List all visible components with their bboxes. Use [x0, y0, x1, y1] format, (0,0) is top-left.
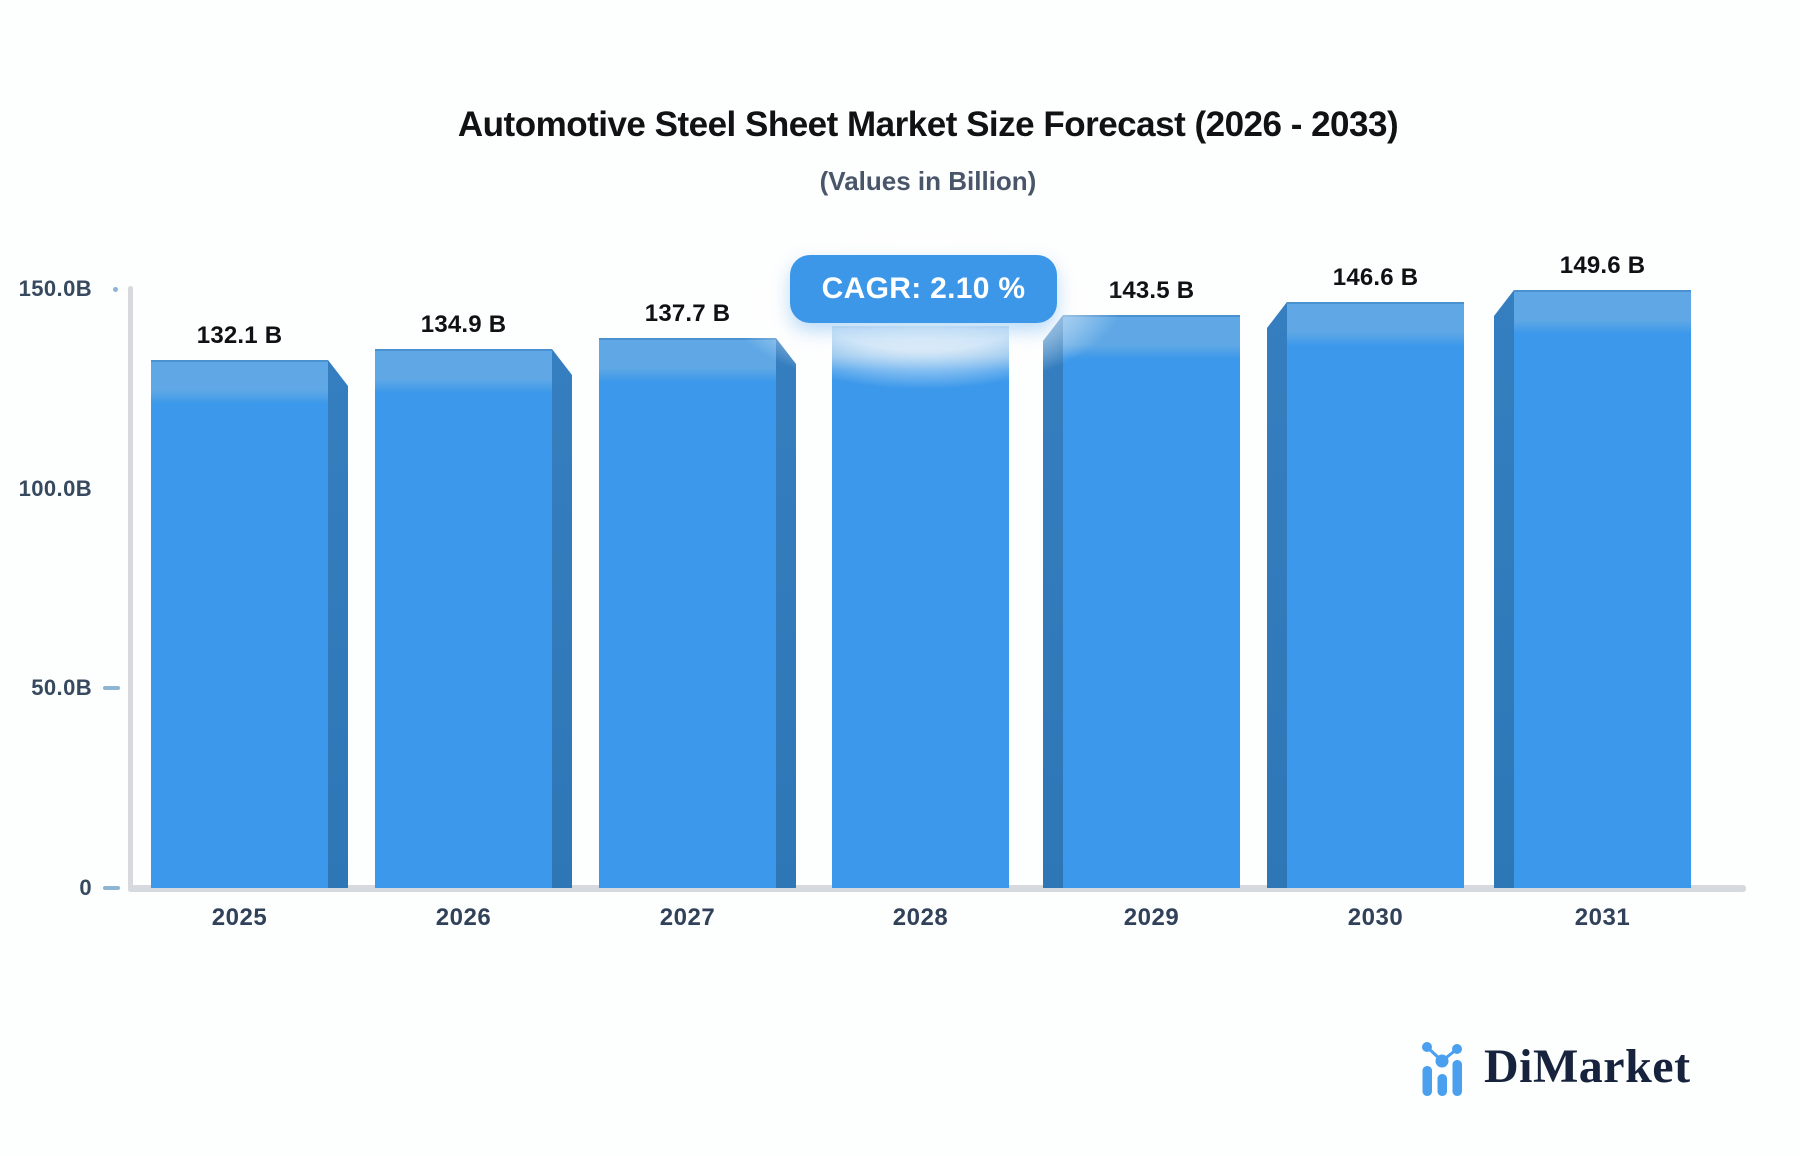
bar-chart-logo-icon: [1422, 1038, 1468, 1096]
y-axis-tick: [103, 686, 120, 690]
bar-value-label: 134.9 B: [420, 311, 507, 338]
bar-2028: [832, 326, 1009, 888]
bar-2026: [375, 349, 552, 888]
bar-value-label: 137.7 B: [644, 300, 731, 327]
y-axis-tick: [113, 287, 118, 292]
x-axis-label: 2027: [659, 904, 716, 931]
bar-side-face: [1043, 315, 1063, 888]
bar-side-face: [552, 349, 572, 888]
x-axis-label: 2025: [211, 904, 268, 931]
x-axis-line: [128, 885, 1746, 892]
y-axis-label: 50.0B: [31, 675, 92, 700]
x-axis-label: 2031: [1574, 904, 1631, 931]
y-axis-label: 100.0B: [18, 476, 92, 501]
cagr-badge: CAGR: 2.10 %: [790, 255, 1057, 323]
x-axis-label: 2026: [435, 904, 492, 931]
chart-subtitle: (Values in Billion): [819, 166, 1037, 196]
bar-value-label: 149.6 B: [1559, 252, 1646, 279]
y-axis-tick: [103, 886, 120, 890]
bar-2025: [151, 360, 328, 888]
chart-title: Automotive Steel Sheet Market Size Forec…: [457, 105, 1399, 144]
bar-value-label: 132.1 B: [196, 322, 283, 349]
y-axis-line: [128, 286, 133, 892]
bar-side-face: [1267, 302, 1287, 888]
bar-2030: [1287, 302, 1464, 888]
x-axis-label: 2028: [892, 904, 949, 931]
x-axis-label: 2029: [1123, 904, 1180, 931]
bar-value-label: 143.5 B: [1108, 277, 1195, 304]
bar-side-face: [328, 360, 348, 888]
y-axis-label: 150.0B: [18, 276, 92, 301]
bar-2027: [599, 338, 776, 888]
bar-side-face: [776, 338, 796, 888]
dimarket-logo: DiMarket: [1422, 1038, 1691, 1096]
bar-side-face: [1494, 290, 1514, 888]
x-axis-label: 2030: [1347, 904, 1404, 931]
bar-2031: [1514, 290, 1691, 888]
y-axis-label: 0: [79, 875, 92, 900]
dimarket-logo-text: DiMarket: [1484, 1040, 1691, 1093]
bar-value-label: 146.6 B: [1332, 264, 1419, 291]
bar-2029: [1063, 315, 1240, 888]
cagr-badge-label: CAGR: 2.10 %: [821, 272, 1026, 305]
